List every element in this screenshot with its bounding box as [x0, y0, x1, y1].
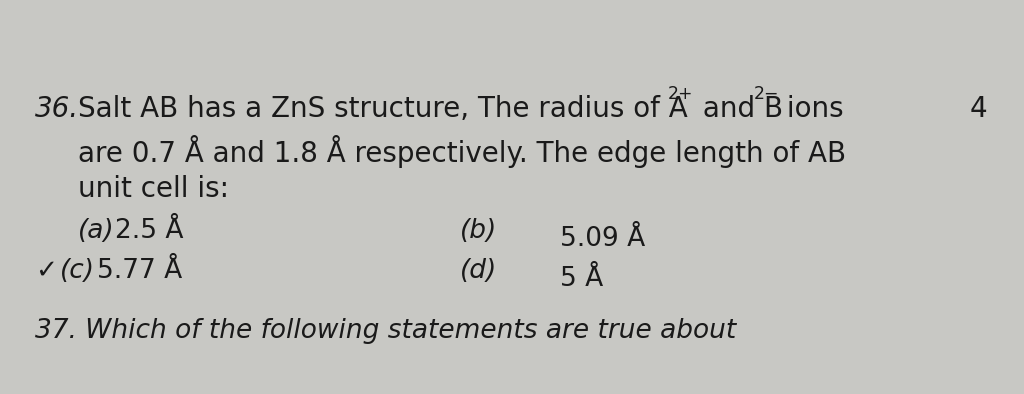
Text: are 0.7 Å and 1.8 Å respectively. The edge length of AB: are 0.7 Å and 1.8 Å respectively. The ed…	[78, 135, 846, 168]
Text: (a): (a)	[78, 218, 115, 244]
Text: (c): (c)	[60, 258, 95, 284]
Text: (d): (d)	[460, 258, 498, 284]
Text: Salt AB has a ZnS structure, The radius of A: Salt AB has a ZnS structure, The radius …	[78, 95, 688, 123]
Text: 37. Which of the following statements are true about: 37. Which of the following statements ar…	[35, 318, 736, 344]
Text: 4: 4	[970, 95, 987, 123]
Text: 36.: 36.	[35, 95, 79, 123]
Text: (b): (b)	[460, 218, 498, 244]
Text: 2.5 Å: 2.5 Å	[115, 218, 183, 244]
Text: and B: and B	[694, 95, 783, 123]
Text: 5 Å: 5 Å	[560, 266, 603, 292]
Text: 5.77 Å: 5.77 Å	[97, 258, 182, 284]
Text: unit cell is:: unit cell is:	[78, 175, 229, 203]
Text: 2−: 2−	[754, 85, 779, 103]
Text: 2+: 2+	[668, 85, 693, 103]
Text: ✓: ✓	[35, 258, 57, 284]
Text: 5.09 Å: 5.09 Å	[560, 226, 645, 252]
Text: ions: ions	[778, 95, 844, 123]
